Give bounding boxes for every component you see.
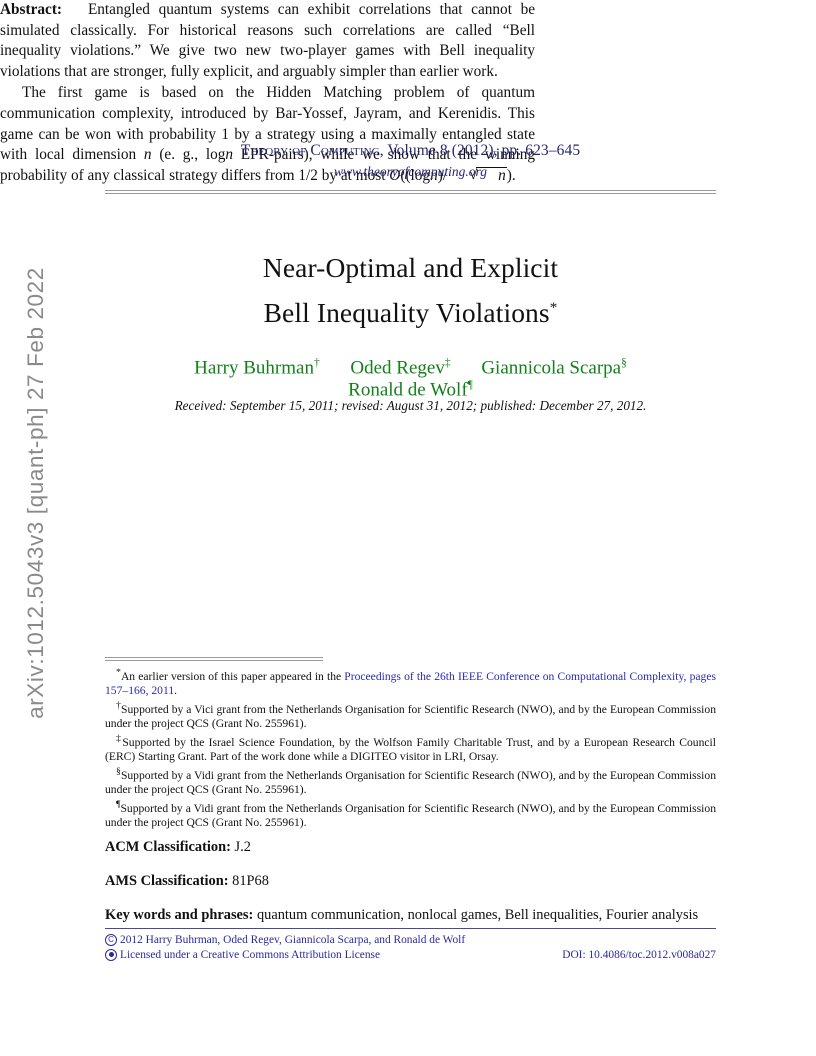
footnote-text: Supported by a Vidi grant from the Nethe… [105, 801, 716, 829]
footnote-text: Supported by the Israel Science Foundati… [105, 735, 716, 764]
author-name: Ronald de Wolf [348, 379, 468, 401]
footnote-dagger: †Supported by a Vici grant from the Neth… [105, 699, 716, 731]
keywords-value: quantum communication, nonlocal games, B… [256, 907, 699, 923]
abstract-p2-seg-d: ((log [400, 166, 431, 184]
footer-license-line[interactable]: Licensed under a Creative Commons Attrib… [105, 948, 465, 963]
math-sqrt-n: n [447, 165, 507, 187]
title-footnote-marker[interactable]: * [549, 300, 558, 316]
acm-classification: ACM Classification: J.2 [105, 838, 716, 856]
footer-copyright-text: 2012 Harry Buhrman, Oded Regev, Giannico… [120, 934, 466, 946]
abstract-p2-seg-f: ). [506, 166, 516, 184]
journal-header: Theory of Computing, Volume 8 (2012), pp… [105, 142, 716, 195]
page-footer: C 2012 Harry Buhrman, Oded Regev, Gianni… [105, 928, 716, 962]
footer-doi[interactable]: DOI: 10.4086/toc.2012.v008a027 [562, 948, 716, 961]
ams-classification: AMS Classification: 81P68 [105, 872, 716, 890]
footnote-text: Supported by a Vici grant from the Nethe… [105, 702, 716, 731]
keywords: Key words and phrases: quantum communica… [105, 906, 716, 924]
math-big-o: O [389, 166, 401, 184]
creative-commons-icon [105, 948, 117, 961]
footnote-link[interactable]: Proceedings of the 26th IEEE Conference … [105, 669, 716, 698]
footer-row: C 2012 Harry Buhrman, Oded Regev, Gianni… [105, 933, 716, 962]
copyright-icon: C [105, 934, 117, 947]
title-line-1: Near-Optimal and Explicit [262, 252, 559, 283]
author-oded-regev[interactable]: Oded Regev‡ [350, 357, 450, 379]
footnote-marker: * [116, 667, 121, 678]
footnote-double-rule [105, 657, 323, 662]
journal-volume-info: , Volume 8 (2012), pp. 623–645 [379, 142, 581, 159]
author-giannicola-scarpa[interactable]: Giannicola Scarpa§ [481, 357, 627, 379]
footnote-text-after: . [174, 684, 178, 698]
author-name: Oded Regev [350, 357, 445, 379]
footnote-marker: ¶ [116, 798, 121, 810]
math-var-n-2: n [225, 146, 234, 164]
footnote-text: Supported by a Vidi grant from the Nethe… [105, 768, 716, 797]
journal-name-computing: Computing [310, 142, 380, 159]
footnote-marker: † [116, 699, 122, 711]
footnote-section-sign: §Supported by a Vidi grant from the Neth… [105, 765, 716, 797]
footnotes-section: *An earlier version of this paper appear… [105, 666, 716, 831]
author-harry-buhrman[interactable]: Harry Buhrman† [194, 357, 319, 379]
acm-classification-value: J.2 [234, 839, 251, 855]
ams-classification-value: 81P68 [232, 873, 269, 889]
author-name: Giannicola Scarpa [481, 357, 622, 379]
footnote-pilcrow: ¶Supported by a Vidi grant from the Neth… [105, 798, 716, 830]
journal-name-of: of [292, 142, 307, 159]
author-footnote-marker[interactable]: § [621, 357, 627, 369]
abstract-p2-seg-a: The first game is based on the Hidden Ma… [0, 84, 535, 164]
abstract-label: Abstract: [0, 1, 63, 18]
journal-name-theory: Theory [240, 142, 289, 159]
journal-citation-line: Theory of Computing, Volume 8 (2012), pp… [105, 142, 716, 160]
paper-title: Near-Optimal and Explicit Bell Inequalit… [105, 248, 716, 333]
math-var-n-1: n [143, 146, 152, 164]
abstract-paragraph-1-text: Entangled quantum systems can exhibit co… [0, 1, 536, 80]
footnote-star: *An earlier version of this paper appear… [105, 666, 716, 698]
footer-rule [105, 928, 716, 929]
received-revised-published-line: Received: September 15, 2011; revised: A… [174, 398, 647, 413]
footnote-separator-rule [105, 657, 323, 662]
acm-classification-label: ACM Classification: [105, 839, 231, 855]
footnote-marker: ‡ [116, 732, 123, 744]
footnote-text-before: An earlier version of this paper appeare… [120, 669, 345, 683]
abstract-paragraph-1: Abstract: Entangled quantum systems can … [0, 0, 535, 82]
footnote-double-dagger: ‡Supported by the Israel Science Foundat… [105, 732, 716, 764]
abstract-section: Abstract: Entangled quantum systems can … [0, 0, 535, 186]
title-line-2-text: Bell Inequality Violations [263, 297, 550, 329]
author-footnote-marker[interactable]: ¶ [467, 379, 473, 392]
footer-license-text[interactable]: Licensed under a Creative Commons Attrib… [120, 948, 381, 961]
footnote-marker: § [116, 765, 121, 777]
keywords-label: Key words and phrases: [105, 907, 254, 923]
title-line-2: Bell Inequality Violations* [105, 288, 716, 333]
author-footnote-marker[interactable]: † [313, 357, 320, 369]
footer-copyright-line: C 2012 Harry Buhrman, Oded Regev, Gianni… [105, 933, 465, 948]
abstract-p2-seg-e: )/ [437, 166, 448, 184]
ams-classification-label: AMS Classification: [105, 873, 229, 889]
header-double-rule [105, 190, 716, 195]
math-var-n-3: n [430, 166, 438, 184]
journal-url[interactable]: www.theoryofcomputing.org [334, 164, 487, 179]
math-radicand-n: n [476, 166, 507, 184]
footer-left-column: C 2012 Harry Buhrman, Oded Regev, Gianni… [105, 933, 465, 962]
classification-section: ACM Classification: J.2 AMS Classificati… [105, 838, 716, 940]
author-list: Harry Buhrman† Oded Regev‡ Giannicola Sc… [105, 357, 716, 402]
author-ronald-de-wolf[interactable]: Ronald de Wolf¶ [348, 379, 473, 401]
abstract-p2-seg-b: (e. g., log [151, 146, 226, 164]
abstract-paragraph-2: The first game is based on the Hidden Ma… [0, 83, 535, 186]
author-footnote-marker[interactable]: ‡ [444, 357, 451, 369]
abstract-p2-seg-c: EPR-pairs), while we show that the winni… [0, 146, 535, 184]
author-name: Harry Buhrman [194, 357, 314, 379]
